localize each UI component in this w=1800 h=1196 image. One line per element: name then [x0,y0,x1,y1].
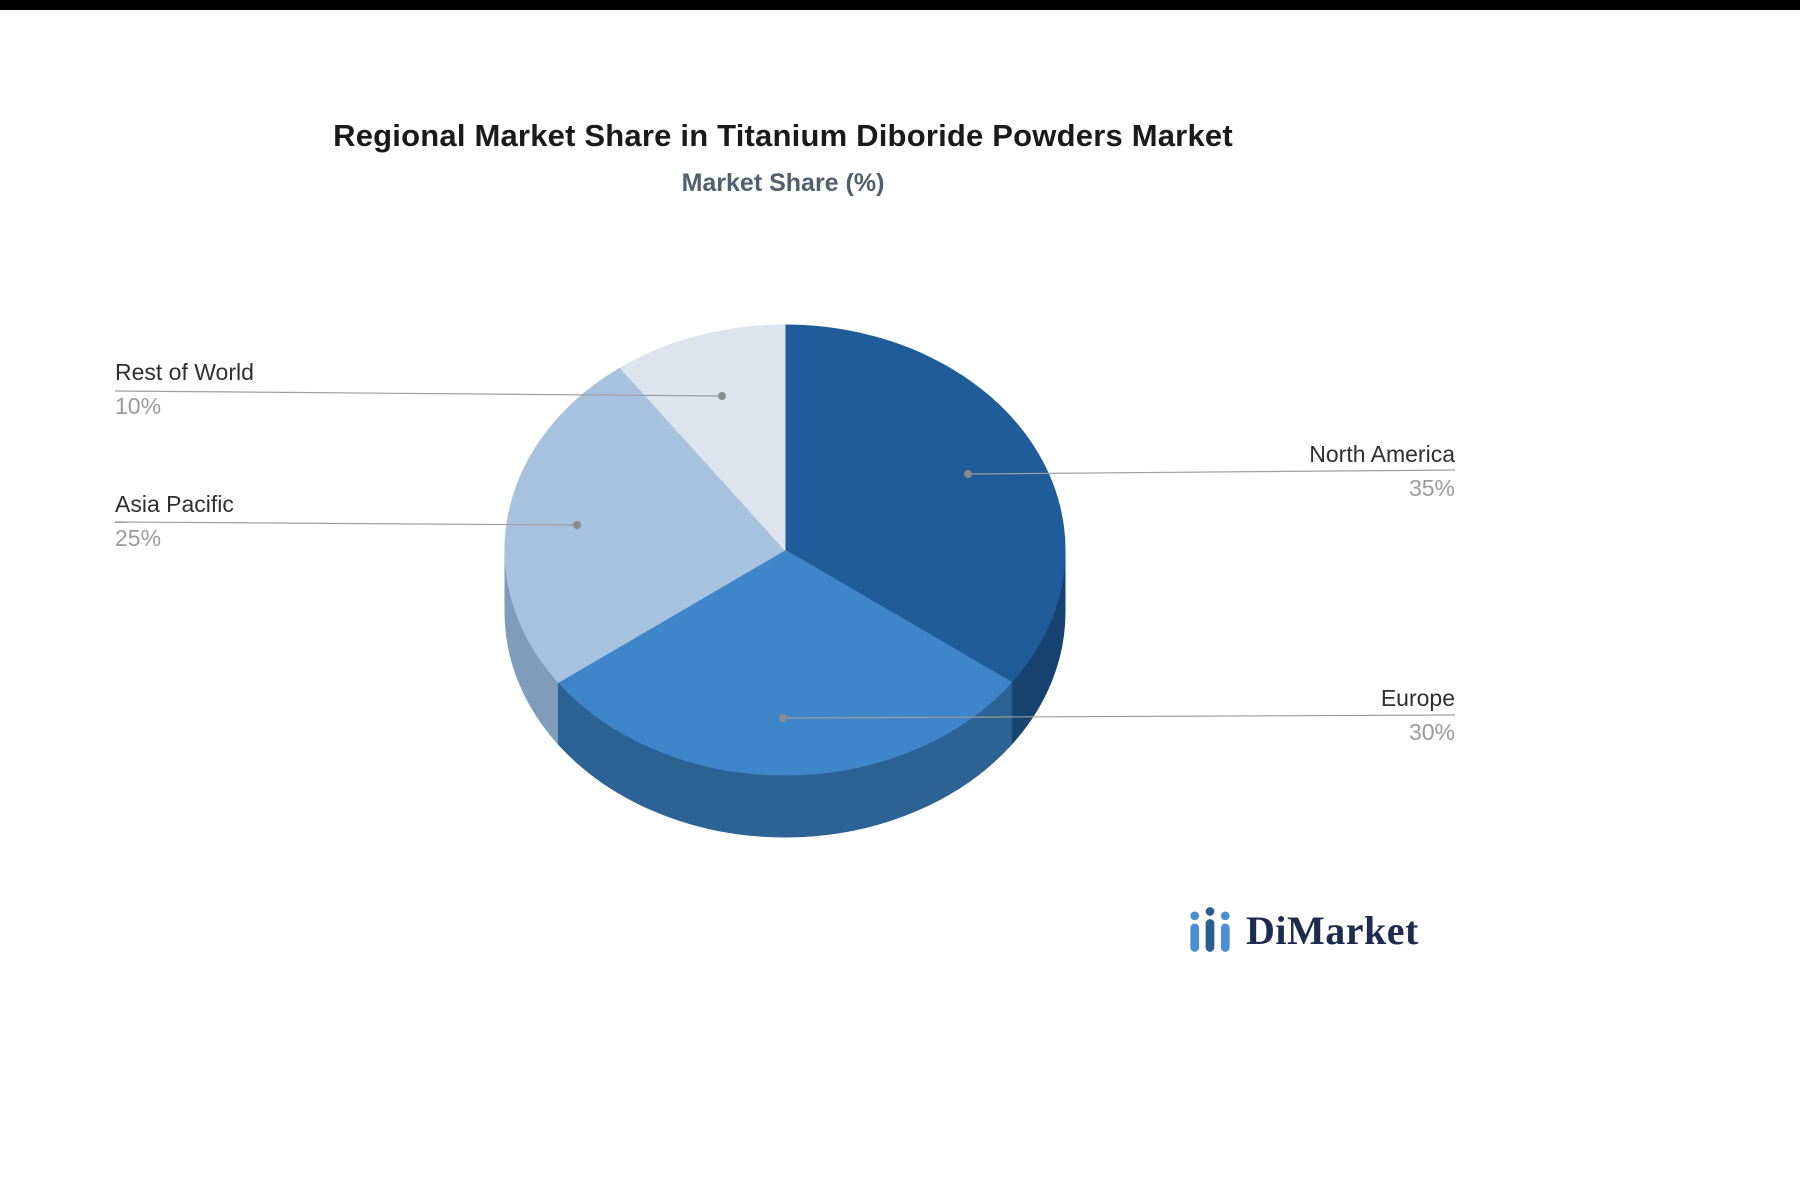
label-line-asia-pacific [114,521,578,526]
bar-chart-dots-icon [1190,907,1230,952]
pie-slice-europe[interactable] [557,549,1013,776]
label-line-rest-of-world [114,390,723,397]
label-dot-rest-of-world [718,392,726,400]
pie-slice-asia-pacific[interactable] [504,367,786,683]
pie-slice-north-america[interactable] [784,324,1066,683]
slice-label-percent: 25% [115,525,162,551]
top-bar [0,0,1800,10]
chart-title: Regional Market Share in Titanium Dibori… [333,118,1233,153]
slice-label-north-america: North America 35% [1309,440,1455,502]
pie-slice-rest-of-world[interactable] [619,324,786,551]
slice-label-percent: 10% [115,393,162,419]
slice-label-europe: Europe 30% [1381,684,1455,746]
label-dot-europe [779,714,787,722]
label-dot-north-america [964,470,972,478]
slice-label-name: North America [1309,441,1455,467]
logo-text: DiMarket [1246,907,1419,953]
dimarket-logo: DiMarket [1188,906,1419,954]
chart-subtitle: Market Share (%) [681,169,885,197]
label-line-europe [782,714,1456,719]
label-dot-asia-pacific [573,521,581,529]
slice-label-name: Asia Pacific [115,491,234,517]
slice-label-name: Europe [1380,685,1455,711]
slice-label-percent: 35% [1408,475,1455,501]
slice-label-name: Rest of World [115,359,254,385]
slice-label-asia-pacific: Asia Pacific 25% [115,490,234,552]
slice-label-percent: 30% [1408,719,1455,745]
label-line-north-america [967,469,1456,475]
slice-label-rest-of-world: Rest of World 10% [115,358,254,420]
